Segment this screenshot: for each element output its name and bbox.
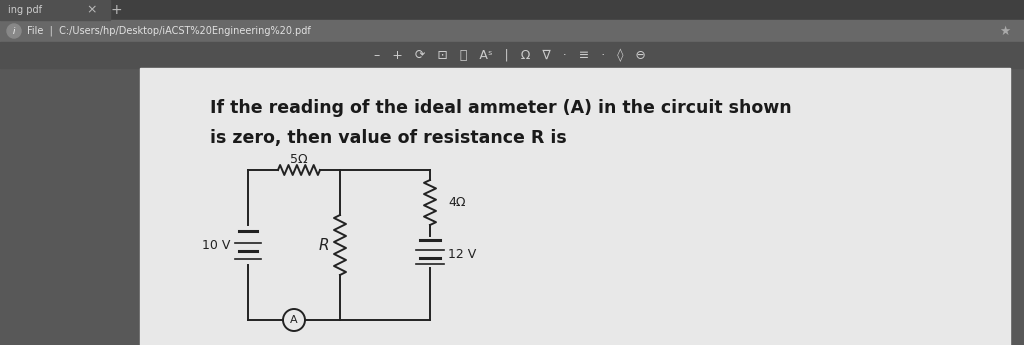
Text: 4Ω: 4Ω — [449, 196, 466, 209]
Text: R: R — [318, 237, 330, 253]
Text: 12 V: 12 V — [449, 247, 476, 260]
Text: 10 V: 10 V — [202, 238, 230, 252]
Circle shape — [7, 24, 22, 38]
Text: +: + — [111, 3, 122, 17]
Circle shape — [283, 309, 305, 331]
Bar — [0, 0, 1024, 20]
Text: File  |  C:/Users/hp/Desktop/iACST%20Engineering%20.pdf: File | C:/Users/hp/Desktop/iACST%20Engin… — [27, 26, 310, 36]
Text: is zero, then value of resistance R is: is zero, then value of resistance R is — [210, 129, 566, 147]
Bar — [0, 42, 1024, 68]
Bar — [0, 0, 110, 20]
Text: If the reading of the ideal ammeter (A) in the circuit shown: If the reading of the ideal ammeter (A) … — [210, 99, 792, 117]
Text: A: A — [290, 315, 298, 325]
Text: ×: × — [87, 3, 97, 17]
Text: –   +   ⟳   ⊡   ⧉   Aˢ   |   Ω   ∇   ·   ≡   ·   ◊   ⊖: – + ⟳ ⊡ ⧉ Aˢ | Ω ∇ · ≡ · ◊ ⊖ — [374, 48, 646, 62]
Text: i: i — [13, 27, 15, 36]
Bar — [140, 68, 1010, 345]
Text: 5Ω: 5Ω — [290, 152, 308, 166]
Text: ing pdf: ing pdf — [8, 5, 42, 15]
Bar — [0, 20, 1024, 42]
Text: ★: ★ — [999, 24, 1011, 38]
